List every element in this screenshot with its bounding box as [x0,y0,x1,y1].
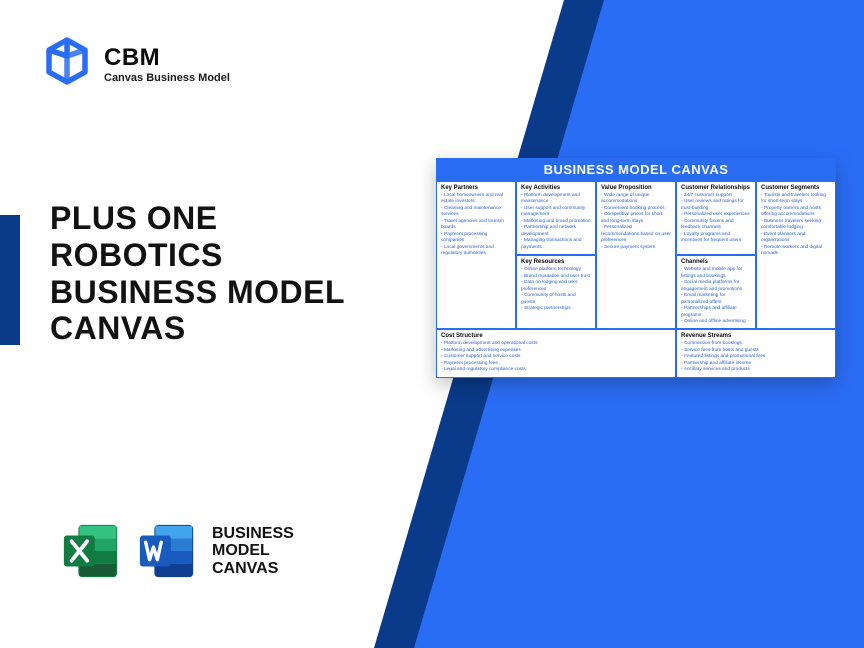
list-item: Partnership and network development [521,225,591,238]
list-item: Tourists and travelers looking for short… [761,193,831,206]
list-item: Website and mobile app for listings and … [681,267,751,280]
list-item: Event planners and organizations [761,232,831,245]
cell-value-proposition: Value Proposition Wide range of unique a… [596,181,676,329]
list-item: Strategic partnerships [521,306,591,312]
list-item: Legal and regulatory compliance costs [441,367,671,373]
list-item: Competitive prices for short and long-te… [601,212,671,225]
cell-key-activities: Key Activities Platform development and … [516,181,596,255]
list-item: User support and community management [521,206,591,219]
cell-revenue-streams: Revenue Streams Commission from bookings… [676,329,836,377]
list-item: Payment processing companies [441,232,511,245]
list-item: Data on lodging and user preferences [521,280,591,293]
file-format-icons: BUSINESS MODEL CANVAS [60,520,294,582]
word-icon [136,520,198,582]
list-item: Secure payment system [601,245,671,251]
excel-icon [60,520,122,582]
list-item: Travel agencies and tourism boards [441,219,511,232]
title-line-3: BUSINESS MODEL [50,274,390,311]
logo-mark-icon [42,36,92,91]
list-item: Personalized recommendations based on us… [601,225,671,244]
list-item: Partnerships and affiliate programs [681,306,751,319]
cell-customer-relationships: Customer Relationships 24/7 customer sup… [676,181,756,255]
list-item: Wide range of unique accommodations [601,193,671,206]
logo-abbr: CBM [104,44,230,72]
list-item: Local governments and regulatory authori… [441,245,511,258]
list-item: Loyalty programs and incentives for freq… [681,232,751,245]
title-line-1: PLUS ONE [50,200,390,237]
list-item: Remote workers and digital nomads [761,245,831,258]
list-item: User reviews and ratings for trust-build… [681,199,751,212]
canvas-preview-card: BUSINESS MODEL CANVAS Key Partners Local… [436,158,836,378]
cell-cost-structure: Cost Structure Platform development and … [436,329,676,377]
canvas-grid: Key Partners Local homeowners and real e… [436,181,836,378]
title-line-4: CANVAS [50,310,390,347]
list-item: Online platform technology [521,267,591,273]
page-title: PLUS ONE ROBOTICS BUSINESS MODEL CANVAS [50,200,390,347]
cell-key-partners: Key Partners Local homeowners and real e… [436,181,516,329]
cell-key-resources: Key Resources Online platform technology… [516,255,596,329]
canvas-title: BUSINESS MODEL CANVAS [436,158,836,181]
bmc-label: BUSINESS MODEL CANVAS [212,525,294,578]
list-item: Community of hosts and guests [521,293,591,306]
list-item: Personalized user experiences [681,212,751,218]
list-item: Business travelers seeking comfortable l… [761,219,831,232]
cell-customer-segments: Customer Segments Tourists and travelers… [756,181,836,329]
list-item: Online and offline advertising [681,319,751,325]
list-item: Cleaning and maintenance services [441,206,511,219]
accent-bar [0,215,20,345]
list-item: Social media platforms for engagement an… [681,280,751,293]
list-item: Community forums and feedback channels [681,219,751,232]
list-item: Ancillary services and products [681,367,831,373]
list-item: Managing transactions and payments [521,238,591,251]
brand-logo: CBM Canvas Business Model [42,36,230,91]
logo-tagline: Canvas Business Model [104,72,230,84]
list-item: Local homeowners and real estate investo… [441,193,511,206]
title-line-2: ROBOTICS [50,237,390,274]
cell-channels: Channels Website and mobile app for list… [676,255,756,329]
list-item: Email marketing for personalized offers [681,293,751,306]
list-item: Property owners and hosts offering accom… [761,206,831,219]
list-item: Platform development and maintenance [521,193,591,206]
